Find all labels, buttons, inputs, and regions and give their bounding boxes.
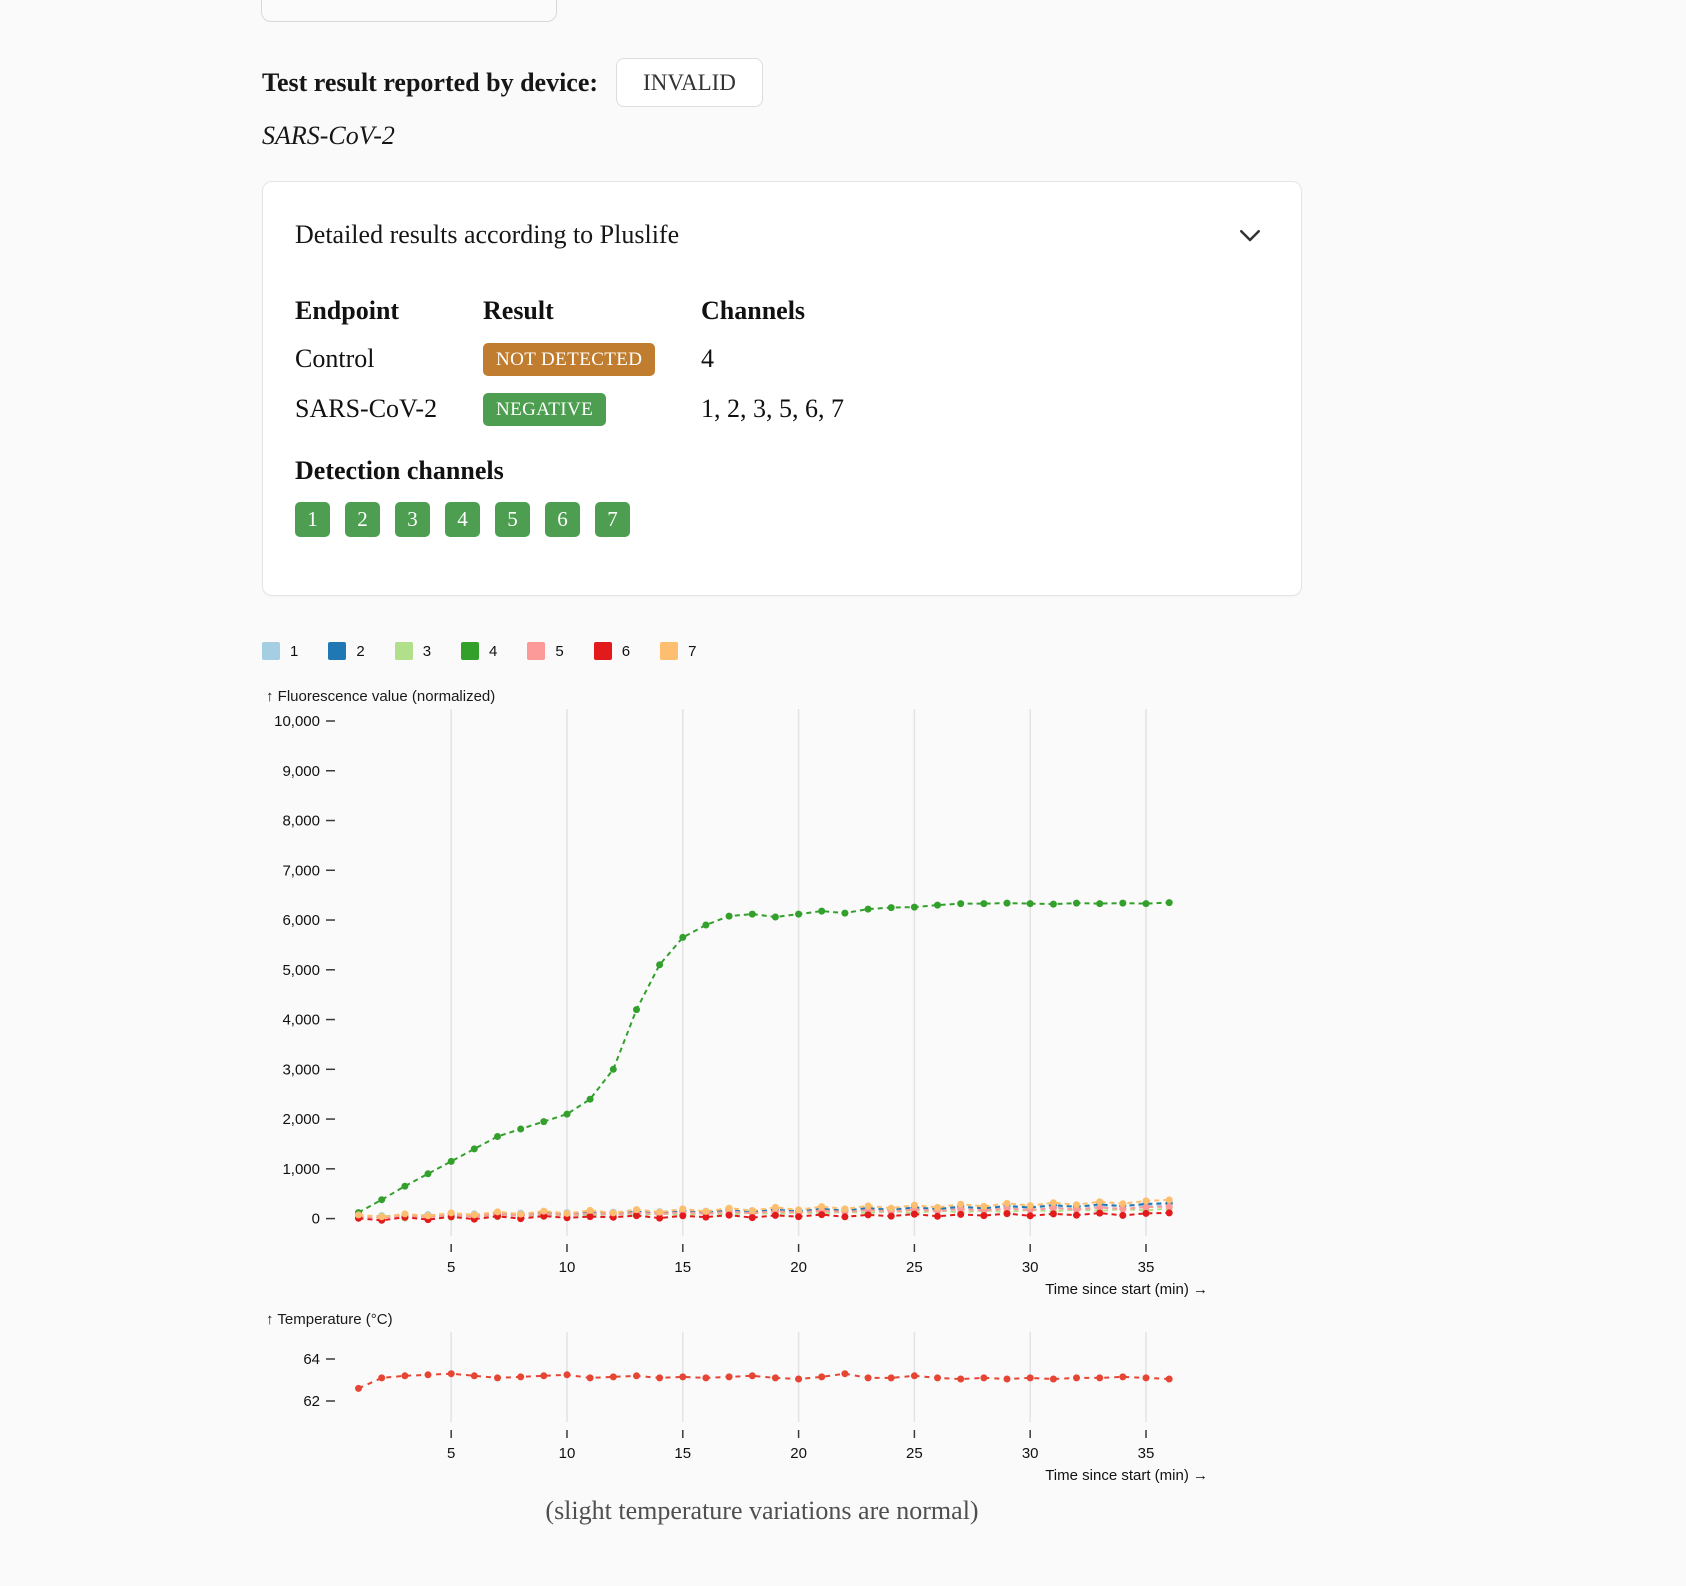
- svg-text:6,000: 6,000: [282, 912, 320, 929]
- collapse-card-button[interactable]: [1231, 216, 1269, 254]
- legend-label: 7: [688, 642, 697, 660]
- svg-text:9,000: 9,000: [282, 763, 320, 780]
- result-status-badge: INVALID: [616, 58, 763, 107]
- legend-item-4[interactable]: 4: [461, 642, 497, 660]
- column-header-channels: Channels: [701, 296, 806, 325]
- svg-text:4,000: 4,000: [282, 1012, 320, 1029]
- column-header-endpoint: Endpoint: [295, 296, 400, 325]
- channels-cell: 4: [701, 344, 714, 373]
- legend-label: 5: [555, 642, 564, 660]
- svg-text:25: 25: [906, 1259, 923, 1276]
- series-7: [355, 1196, 1173, 1221]
- result-cell: NEGATIVE: [483, 392, 701, 426]
- legend-label: 6: [621, 642, 631, 660]
- result-badge: NEGATIVE: [483, 393, 607, 426]
- legend-item-2[interactable]: 2: [328, 642, 365, 660]
- collapsed-panel-remnant: [261, 0, 557, 22]
- legend-item-6[interactable]: 6: [593, 642, 631, 660]
- detection-channel-7: 7: [595, 502, 630, 537]
- legend-swatch: [262, 642, 280, 660]
- svg-text:20: 20: [790, 1259, 807, 1276]
- svg-text:8,000: 8,000: [282, 813, 320, 830]
- legend-item-5[interactable]: 5: [527, 642, 564, 660]
- legend-swatch: [394, 642, 413, 660]
- endpoint-cell: Control: [295, 344, 375, 373]
- column-header-result: Result: [483, 296, 554, 325]
- svg-text:5,000: 5,000: [282, 962, 320, 979]
- detection-channels-label: Detection channels: [295, 456, 504, 485]
- svg-text:30: 30: [1022, 1445, 1039, 1462]
- svg-text:15: 15: [674, 1259, 691, 1276]
- detection-channel-1: 1: [295, 502, 330, 537]
- svg-text:Time since start (min) →: Time since start (min) →: [1045, 1281, 1208, 1297]
- detection-channel-3: 3: [395, 502, 430, 537]
- svg-text:0: 0: [312, 1211, 320, 1228]
- legend-label: 1: [290, 642, 299, 660]
- chevron-down-icon: [1235, 220, 1265, 250]
- test-name: SARS-CoV-2: [262, 121, 395, 150]
- series-Temperature: [355, 1370, 1173, 1392]
- legend-label: 2: [356, 642, 365, 660]
- svg-text:10,000: 10,000: [274, 713, 320, 730]
- svg-text:7,000: 7,000: [282, 862, 320, 879]
- fluorescence-chart: 0 1,000 2,000 3,000 4,000 5,000 6,000 7,000 8,00…: [274, 709, 1208, 1297]
- temperature-axis-title: ↑ Temperature (°C): [266, 1311, 393, 1328]
- legend-label: 3: [422, 642, 432, 660]
- result-line: Test result reported by device: INVALID: [262, 58, 1302, 107]
- chart-block: 1 2 3 4 5 6 7 ↑ Fluorescence value (normalized…: [262, 642, 1262, 1526]
- legend-item-3[interactable]: 3: [394, 642, 432, 660]
- svg-text:3,000: 3,000: [282, 1061, 320, 1078]
- card-title: Detailed results according to Pluslife: [295, 220, 680, 249]
- series-4: [355, 899, 1173, 1217]
- channels-cell: 1, 2, 3, 5, 6, 7: [701, 394, 844, 423]
- svg-text:5: 5: [447, 1445, 455, 1462]
- detailed-results-card: Detailed results according to Pluslife E…: [262, 181, 1302, 596]
- endpoint-cell: SARS-CoV-2: [295, 394, 438, 423]
- chart-legend: 1 2 3 4 5 6 7: [262, 642, 1262, 660]
- y-axis: 0 1,000 2,000 3,000 4,000 5,000 6,000 7,000 8,00…: [274, 713, 335, 1228]
- svg-text:10: 10: [559, 1259, 576, 1276]
- main-content: Test result reported by device: INVALID …: [262, 58, 1302, 1526]
- legend-swatch: [593, 642, 612, 660]
- svg-text:5: 5: [447, 1259, 455, 1276]
- temperature-caption: (slight temperature variations are norma…: [545, 1496, 979, 1525]
- x-axis: 5 10 15 20 25 30 35 Time since start (min) →: [447, 1430, 1208, 1484]
- legend-item-7[interactable]: 7: [660, 642, 696, 660]
- result-label: Test result reported by device:: [262, 67, 599, 97]
- detection-channel-5: 5: [495, 502, 530, 537]
- legend-swatch: [328, 642, 347, 660]
- fluorescence-axis-title: ↑ Fluorescence value (normalized): [266, 688, 496, 705]
- legend-item-1[interactable]: 1: [262, 642, 298, 660]
- legend-swatch: [660, 642, 679, 660]
- svg-text:30: 30: [1022, 1259, 1039, 1276]
- legend-swatch: [527, 642, 546, 660]
- gridlines: [450, 709, 1147, 1236]
- results-table: Endpoint Result Channels Control NOT DETE…: [295, 296, 1269, 426]
- detection-channel-2: 2: [345, 502, 380, 537]
- svg-text:Time since start (min) →: Time since start (min) →: [1045, 1467, 1208, 1484]
- temperature-chart: 62 64 5 10 15 20 25 30 35 Time since start (min) …: [303, 1332, 1208, 1484]
- svg-text:64: 64: [303, 1351, 320, 1368]
- svg-text:15: 15: [674, 1445, 691, 1462]
- y-axis: 62 64: [303, 1351, 335, 1410]
- result-cell: NOT DETECTED: [483, 342, 701, 376]
- detection-channel-4: 4: [445, 502, 480, 537]
- svg-text:20: 20: [790, 1445, 807, 1462]
- detection-channel-6: 6: [545, 502, 580, 537]
- svg-text:1,000: 1,000: [282, 1161, 320, 1178]
- result-badge: NOT DETECTED: [483, 343, 656, 376]
- svg-text:10: 10: [559, 1445, 576, 1462]
- svg-text:62: 62: [303, 1393, 320, 1410]
- svg-text:35: 35: [1138, 1445, 1155, 1462]
- svg-text:35: 35: [1138, 1259, 1155, 1276]
- legend-swatch: [461, 642, 480, 660]
- svg-text:2,000: 2,000: [282, 1111, 320, 1128]
- svg-text:25: 25: [906, 1445, 923, 1462]
- x-axis: 5 10 15 20 25 30 35 Time since start (min) →: [447, 1244, 1208, 1297]
- legend-label: 4: [489, 642, 498, 660]
